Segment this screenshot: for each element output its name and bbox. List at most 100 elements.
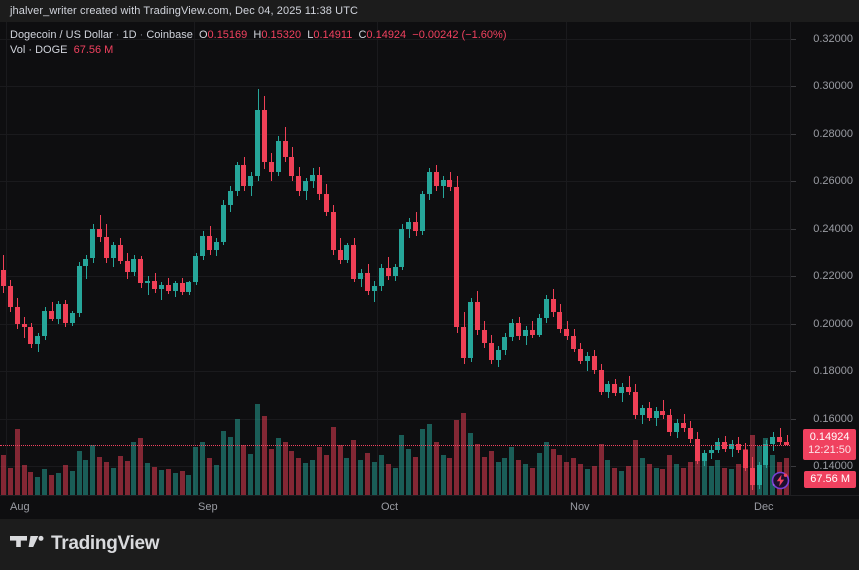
volume-bar [1, 454, 6, 495]
volume-bar [420, 429, 425, 495]
candle-wick [526, 326, 527, 346]
candle-body [709, 449, 714, 454]
volume-bar [537, 452, 542, 495]
volume-bar [647, 463, 652, 495]
volume-bar [489, 451, 494, 495]
price-axis-tick [791, 86, 796, 87]
volume-bar [557, 454, 562, 495]
candle-body [585, 355, 590, 361]
volume-bar [468, 432, 473, 495]
volume-bar [413, 456, 418, 495]
price-axis-tick [791, 134, 796, 135]
candle-body [702, 453, 707, 461]
volume-bar [406, 449, 411, 495]
volume-bar [97, 456, 102, 495]
volume-bar [441, 454, 446, 495]
candle-body [530, 329, 535, 335]
volume-bar [338, 444, 343, 495]
candle-wick [587, 352, 588, 372]
candle-body [331, 212, 336, 251]
vertical-gridline [750, 22, 751, 495]
candle-body [207, 235, 212, 251]
volume-bar [475, 443, 480, 495]
volume-bar [530, 467, 535, 495]
volume-bar [516, 460, 521, 495]
volume-bar [166, 468, 171, 495]
price-axis-tick-label: 0.18000 [813, 365, 853, 378]
candle-body [757, 465, 762, 486]
candle-body [619, 386, 624, 393]
candle-wick [622, 383, 623, 403]
time-axis-tick-label: Nov [570, 501, 590, 513]
candle-body [138, 258, 143, 284]
price-axis[interactable]: 0.32000 0.30000 0.28000 0.26000 0.24000 0.220… [771, 22, 859, 495]
candle-body [523, 329, 528, 336]
volume-bar [138, 438, 143, 495]
price-axis-tick [791, 324, 796, 325]
candle-body [104, 237, 109, 259]
volume-bar [77, 451, 82, 495]
price-axis-tick [791, 39, 796, 40]
candle-body [674, 422, 679, 432]
price-axis-tick-label: 0.24000 [813, 222, 853, 235]
volume-bar [544, 442, 549, 495]
candle-body [386, 268, 391, 277]
candle-wick [443, 176, 444, 198]
volume-bar [324, 454, 329, 495]
candle-body [166, 284, 171, 291]
volume-bar [193, 447, 198, 495]
chart-panel[interactable]: 0.32000 0.30000 0.28000 0.26000 0.24000 0.220… [0, 22, 859, 495]
candle-body [269, 162, 274, 172]
candle-wick [787, 435, 788, 445]
volume-bar [228, 436, 233, 495]
price-axis-tick [791, 229, 796, 230]
candle-body [262, 109, 267, 163]
volume-bar [434, 442, 439, 495]
tradingview-logo-icon [10, 532, 44, 556]
candle-body [228, 190, 233, 205]
volume-bar [159, 470, 164, 495]
candle-wick [100, 214, 101, 242]
price-axis-tick-label: 0.16000 [813, 412, 853, 425]
volume-bar [695, 442, 700, 495]
candle-body [159, 284, 164, 290]
candle-body [695, 439, 700, 461]
candle-body [338, 250, 343, 260]
candle-body [413, 221, 418, 232]
candle-body [406, 221, 411, 229]
volume-bar [358, 460, 363, 495]
candle-body [681, 422, 686, 429]
horizontal-gridline [0, 134, 790, 135]
volume-bar [571, 458, 576, 495]
candle-body [193, 256, 198, 283]
price-axis-tick-label: 0.32000 [813, 32, 853, 45]
plot-area[interactable] [0, 22, 790, 495]
volume-bar [35, 476, 40, 495]
tradingview-wordmark: TradingView [51, 533, 160, 554]
candle-body [393, 266, 398, 277]
attribution-bar: jhalver_writer created with TradingView.… [0, 0, 859, 22]
candle-body [248, 176, 253, 186]
volume-bar [296, 458, 301, 495]
candle-body [557, 311, 562, 329]
candle-body [660, 410, 665, 416]
volume-bar [640, 458, 645, 495]
candle-body [502, 336, 507, 350]
volume-bar [427, 423, 432, 495]
volume-bar [626, 465, 631, 495]
time-axis[interactable]: Aug Sep Oct Nov Dec [0, 495, 859, 519]
price-axis-tick [791, 466, 796, 467]
candle-body [111, 245, 116, 259]
volume-bar [90, 444, 95, 495]
candle-body [35, 335, 40, 345]
volume-bar [509, 447, 514, 495]
volume-bar [248, 453, 253, 495]
time-axis-tick-label: Aug [10, 501, 30, 513]
candle-body [180, 283, 185, 292]
volume-bar [585, 469, 590, 495]
volume-bar [709, 465, 714, 495]
horizontal-gridline [0, 229, 790, 230]
price-axis-tick-label: 0.22000 [813, 270, 853, 283]
candle-body [379, 268, 384, 286]
vertical-gridline [6, 22, 7, 495]
